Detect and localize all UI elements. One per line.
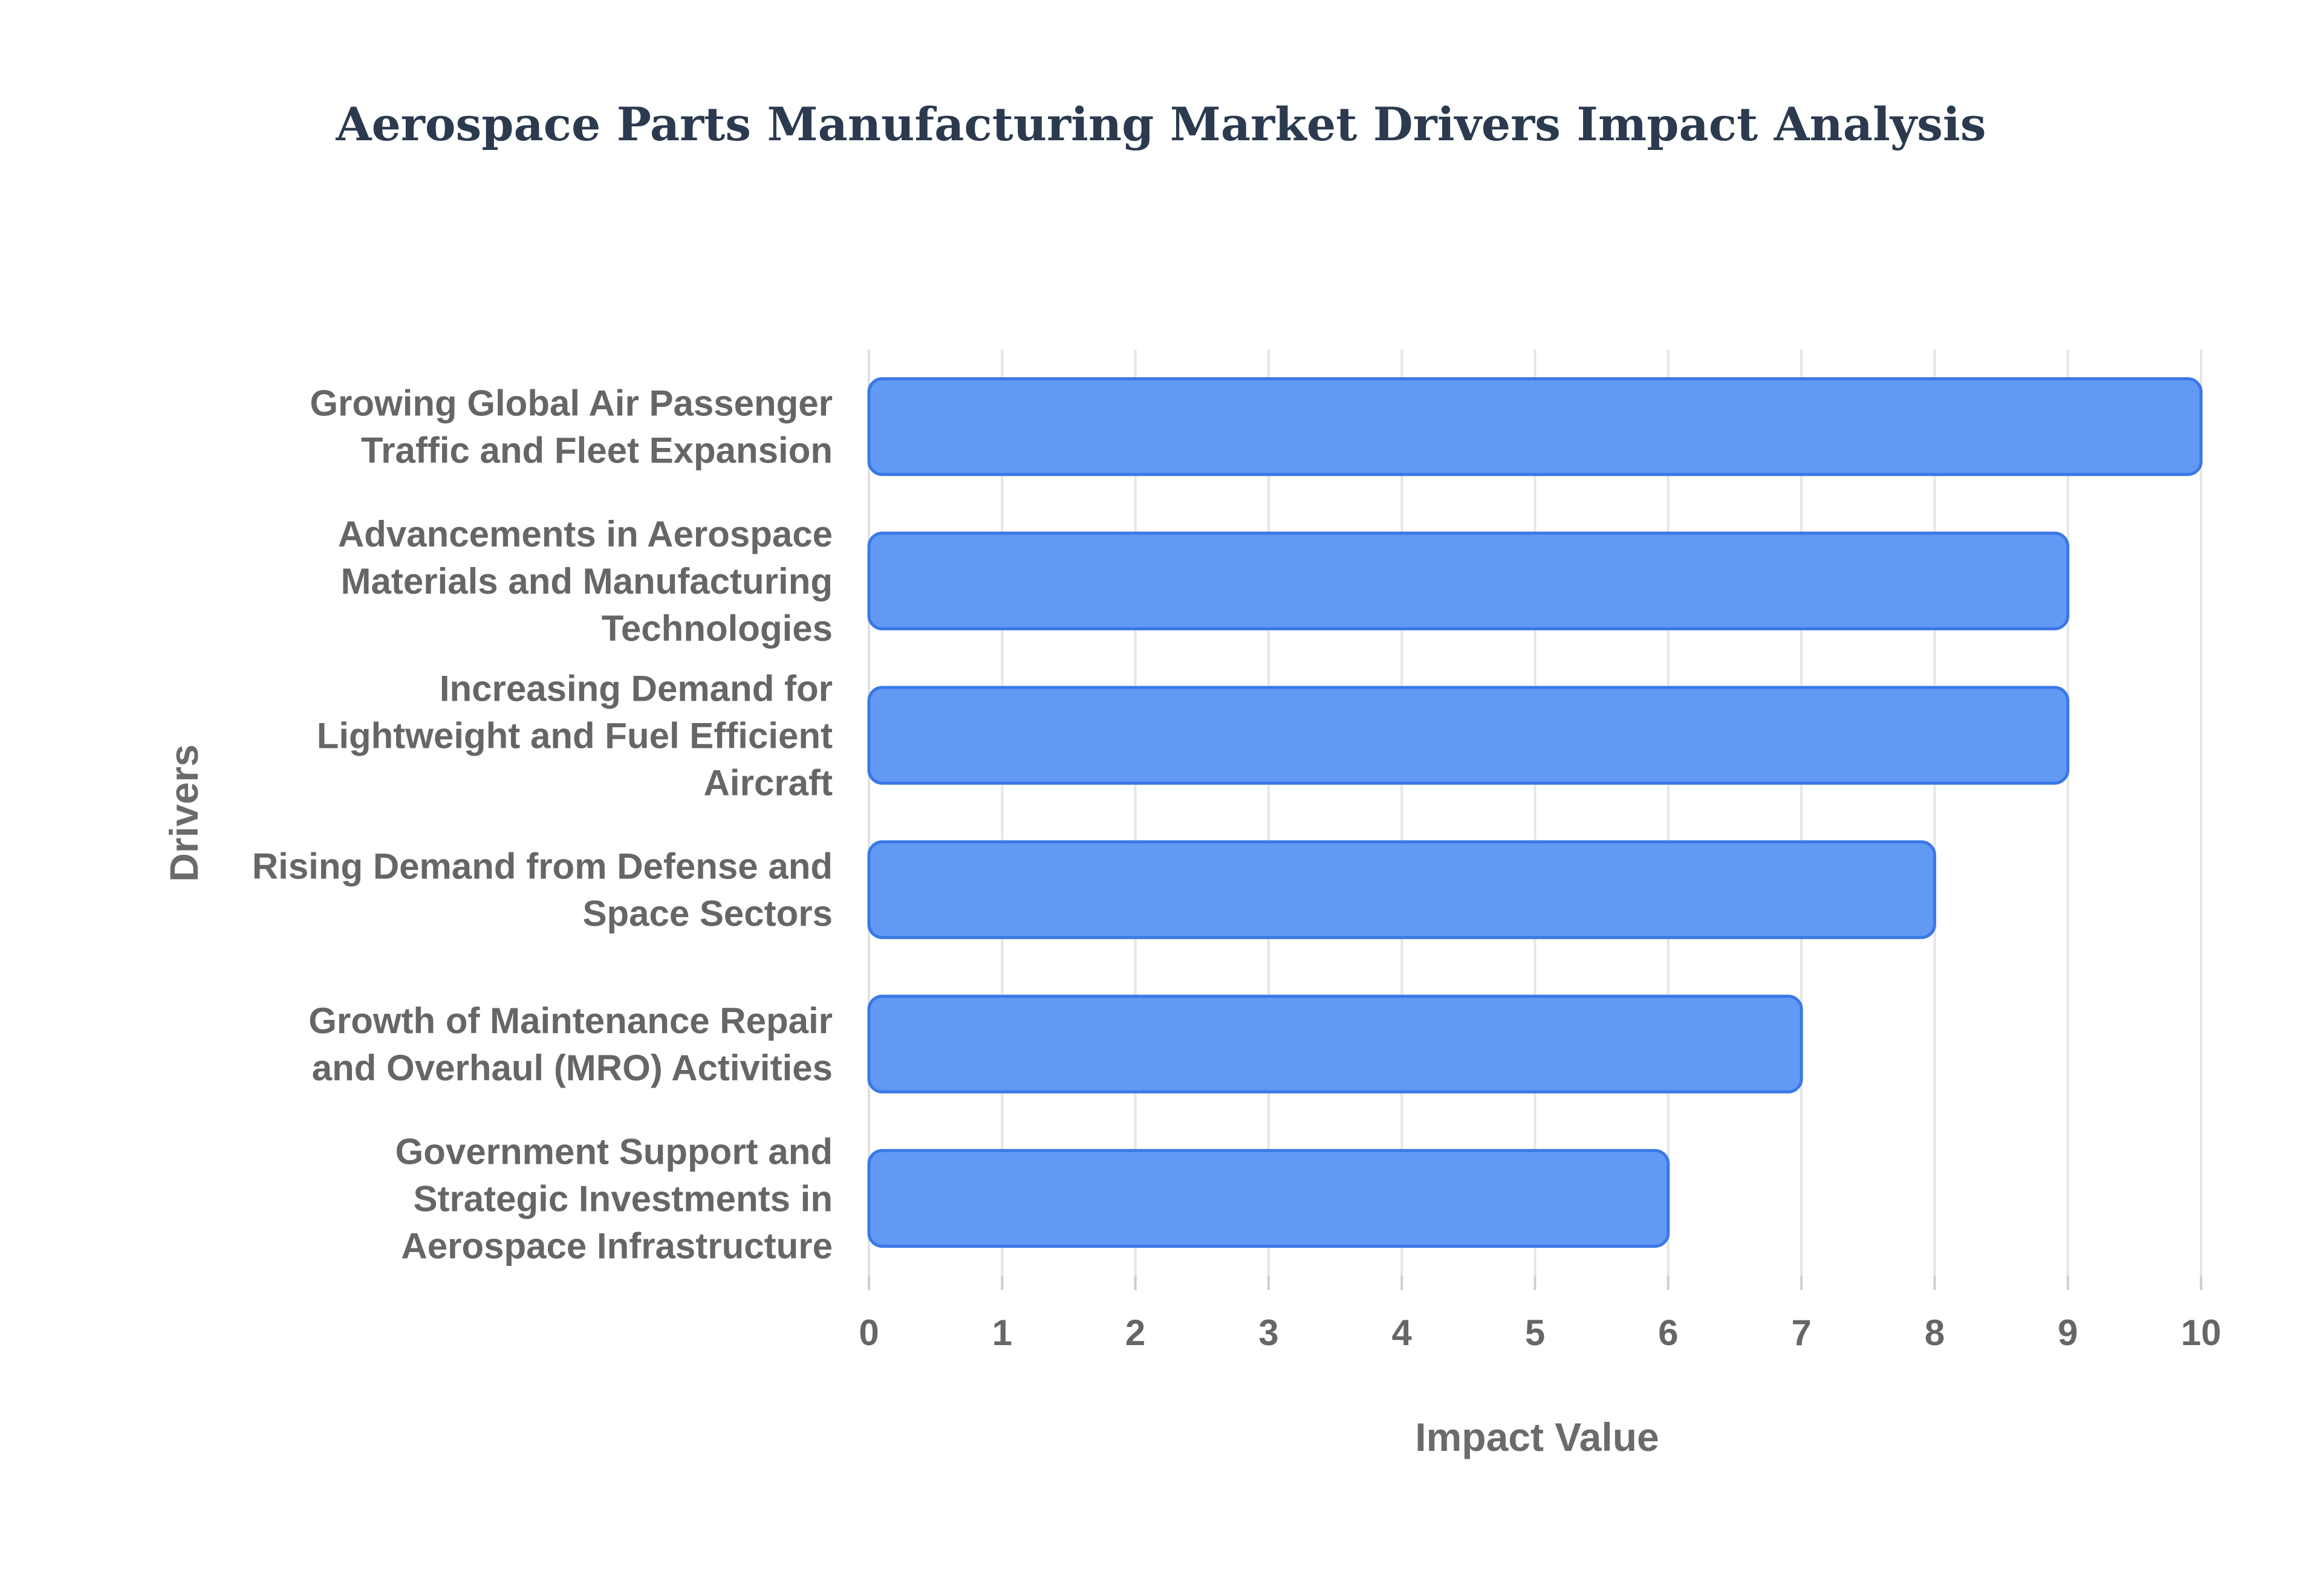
x-tick-labels: 0 1 2 3 4 5 6 7 8 9 10 [859,1276,2221,1353]
x-tick-label: 4 [1392,1312,1413,1353]
category-label: Increasing Demand for Lightweight and Fue… [317,668,833,803]
category-label: Rising Demand from Defense and Space Sect… [252,846,833,934]
bar [867,377,2203,476]
bar [867,1149,1670,1248]
x-axis-title: Impact Value [1415,1415,1659,1459]
bars [867,377,2203,1248]
chart-title: Aerospace Parts Manufacturing Market Dri… [335,97,1986,151]
category-label: Advancements in Aerospace Materials and M… [338,514,833,649]
x-tick-label: 0 [859,1312,879,1353]
bar [867,994,1803,1094]
category-label: Growing Global Air Passenger Traffic and … [310,383,833,471]
category-label: Growth of Maintenance Repair and Overhaul… [308,1001,833,1088]
grid-lines [868,349,2202,1282]
x-tick-label: 5 [1525,1312,1545,1353]
bar [867,840,1936,939]
x-tick-label: 8 [1925,1312,1945,1353]
bar [867,531,2070,631]
y-axis-title: Drivers [161,744,206,882]
category-labels: Growing Global Air Passenger Traffic and … [252,383,833,1267]
x-tick-label: 3 [1258,1312,1278,1353]
x-tick-label: 10 [2181,1312,2222,1353]
x-tick-label: 6 [1658,1312,1678,1353]
bar [867,686,2070,785]
x-tick-label: 2 [1125,1312,1145,1353]
x-tick-label: 9 [2058,1312,2078,1353]
x-tick-label: 1 [992,1312,1012,1353]
x-tick-label: 7 [1791,1312,1811,1353]
category-label: Government Support and Strategic Investme… [395,1131,833,1266]
